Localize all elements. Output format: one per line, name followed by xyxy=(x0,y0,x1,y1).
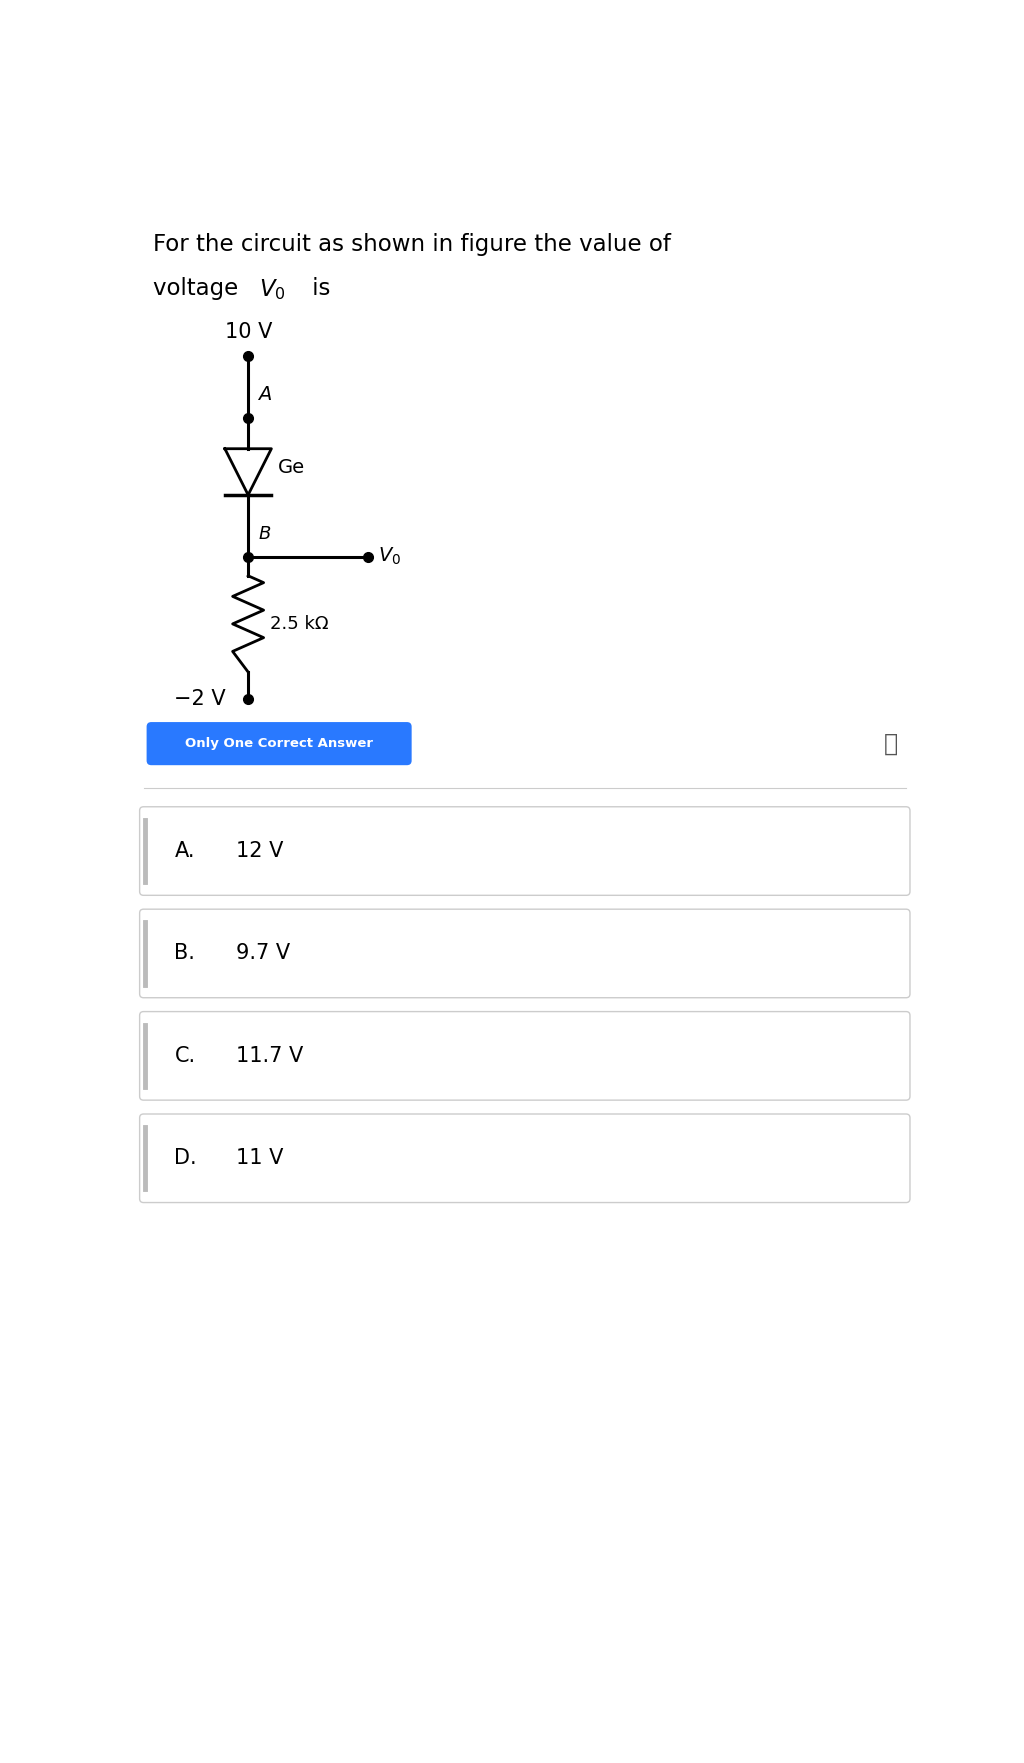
Text: is: is xyxy=(305,277,330,300)
Text: D.: D. xyxy=(174,1148,198,1169)
Text: For the circuit as shown in figure the value of: For the circuit as shown in figure the v… xyxy=(153,233,671,256)
Text: B: B xyxy=(258,525,270,543)
Text: 2.5 kΩ: 2.5 kΩ xyxy=(270,615,329,633)
Text: voltage: voltage xyxy=(153,277,246,300)
Text: C.: C. xyxy=(174,1045,196,1067)
Text: 10 V: 10 V xyxy=(225,323,272,342)
Text: 11 V: 11 V xyxy=(237,1148,284,1169)
Text: ⓘ: ⓘ xyxy=(885,732,898,756)
Text: $V_0$: $V_0$ xyxy=(259,277,286,301)
FancyBboxPatch shape xyxy=(146,723,412,765)
Text: Only One Correct Answer: Only One Correct Answer xyxy=(185,737,373,749)
Text: 9.7 V: 9.7 V xyxy=(237,943,291,963)
Text: A.: A. xyxy=(174,841,195,860)
FancyBboxPatch shape xyxy=(139,910,910,998)
FancyBboxPatch shape xyxy=(139,1012,910,1100)
Text: Ge: Ge xyxy=(278,458,305,478)
Text: −2 V: −2 V xyxy=(174,689,226,709)
Text: 12 V: 12 V xyxy=(237,841,284,860)
FancyBboxPatch shape xyxy=(139,1114,910,1202)
Text: $V_0$: $V_0$ xyxy=(378,547,401,568)
Text: 11.7 V: 11.7 V xyxy=(237,1045,304,1067)
FancyBboxPatch shape xyxy=(139,807,910,896)
Text: B.: B. xyxy=(174,943,196,963)
Text: A: A xyxy=(258,384,271,404)
